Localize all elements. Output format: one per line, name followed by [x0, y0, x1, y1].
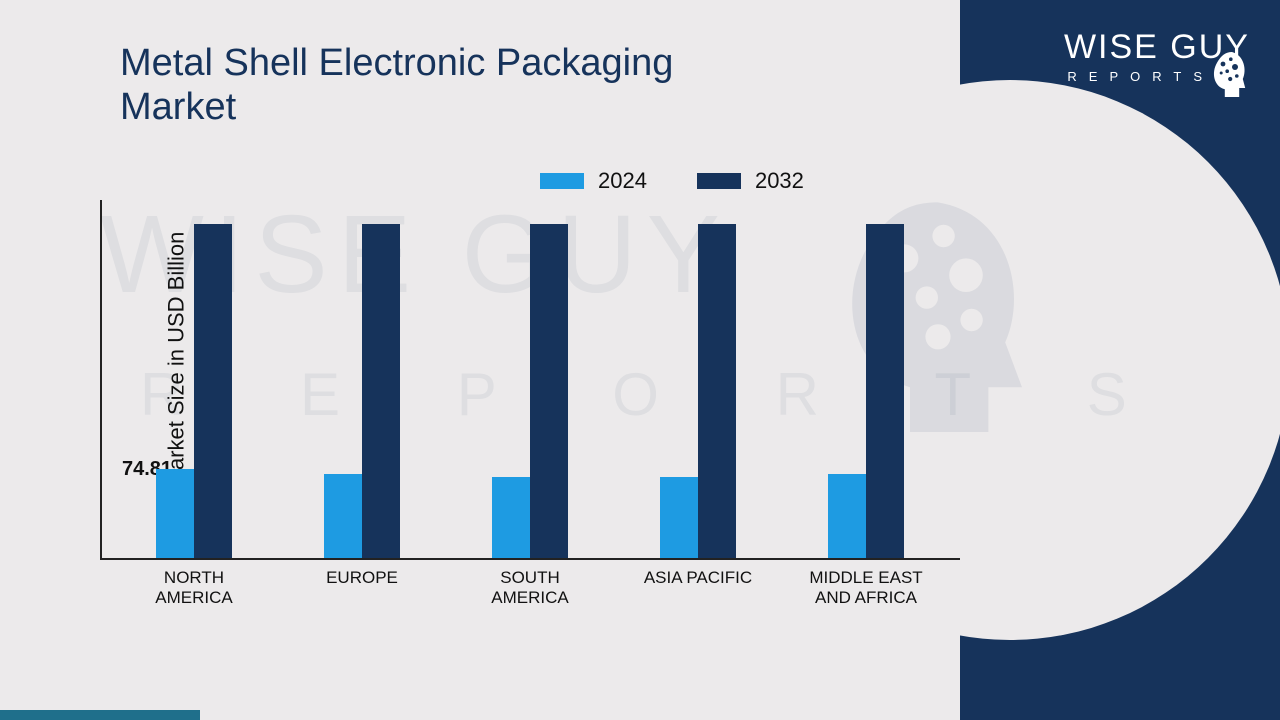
bar-2032	[698, 224, 736, 558]
bar-2024	[828, 474, 866, 558]
bar-2024	[660, 477, 698, 558]
category-label: EUROPE	[302, 568, 422, 588]
chart-title: Metal Shell Electronic Packaging Market	[120, 42, 800, 129]
stage: Metal Shell Electronic Packaging Market …	[0, 0, 1280, 720]
bar-group: SOUTH AMERICA	[492, 224, 568, 558]
category-label: ASIA PACIFIC	[638, 568, 758, 588]
bar-group: EUROPE	[324, 224, 400, 558]
brand-logo-head-icon	[1190, 46, 1250, 106]
legend-swatch-2032	[697, 173, 741, 189]
chart-area: 74.81 NORTH AMERICAEUROPESOUTH AMERICAAS…	[100, 200, 960, 560]
right-brand-panel	[960, 0, 1280, 720]
category-label: NORTH AMERICA	[134, 568, 254, 609]
bar-group: ASIA PACIFIC	[660, 224, 736, 558]
legend-swatch-2024	[540, 173, 584, 189]
bar-2032	[530, 224, 568, 558]
legend: 2024 2032	[540, 168, 804, 194]
bar-2024	[324, 474, 362, 558]
legend-label-2032: 2032	[755, 168, 804, 194]
bar-2032	[362, 224, 400, 558]
legend-item-2024: 2024	[540, 168, 647, 194]
category-label: SOUTH AMERICA	[470, 568, 590, 609]
bar-2024	[156, 469, 194, 558]
plot-area: NORTH AMERICA EUROPE SOUTH AMERICA ASIA PAC…	[100, 200, 960, 558]
legend-label-2024: 2024	[598, 168, 647, 194]
category-label: MIDDLE EAST AND AFRICA	[806, 568, 926, 609]
brand-logo: WISE GUY REPORTS	[1064, 28, 1250, 84]
bar-2032	[866, 224, 904, 558]
x-axis-line	[100, 558, 960, 560]
bar-group: MIDDLE EAST AND AFRICA	[828, 224, 904, 558]
legend-item-2032: 2032	[697, 168, 804, 194]
bar-group: NORTH AMERICA	[156, 224, 232, 558]
bottom-accent-bar	[0, 710, 200, 720]
bar-2024	[492, 477, 530, 558]
bar-2032	[194, 224, 232, 558]
